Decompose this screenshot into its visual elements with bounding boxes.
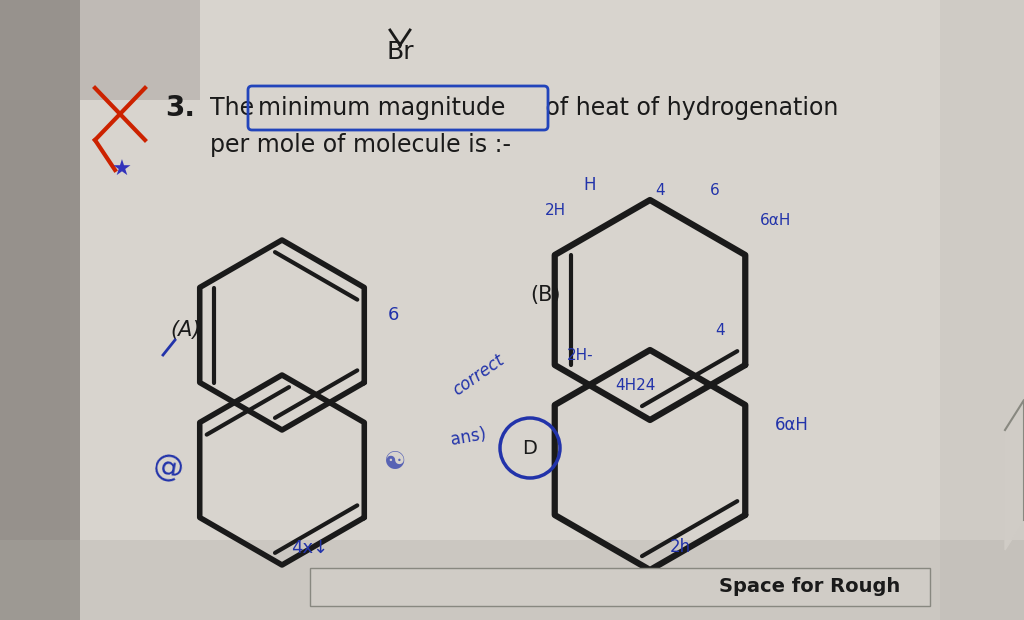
Bar [0, 0, 200, 100]
Bar [310, 568, 930, 606]
Text: 6αH: 6αH [760, 213, 792, 228]
Text: 6: 6 [388, 306, 399, 324]
Bar [0, 0, 80, 620]
Text: 2h: 2h [670, 538, 690, 556]
Text: correct: correct [449, 350, 507, 399]
Polygon shape [1005, 400, 1024, 550]
Text: Br: Br [386, 40, 414, 64]
Text: ★: ★ [112, 160, 132, 180]
Text: 4: 4 [655, 183, 665, 198]
Text: @: @ [151, 451, 185, 485]
Text: D: D [522, 438, 538, 458]
Text: ☯: ☯ [384, 450, 407, 474]
Text: of heat of hydrogenation: of heat of hydrogenation [538, 96, 839, 120]
Text: (B): (B) [530, 285, 560, 305]
Text: 6αH: 6αH [775, 416, 809, 434]
Text: 4x↓: 4x↓ [292, 539, 329, 557]
Bar [0, 540, 1024, 620]
Text: The: The [210, 96, 261, 120]
Text: 2H: 2H [545, 203, 565, 218]
Text: (A): (A) [170, 320, 201, 340]
Bar [940, 0, 1024, 620]
Text: H: H [584, 176, 596, 194]
Text: per mole of molecule is :-: per mole of molecule is :- [210, 133, 511, 157]
Text: ans): ans) [449, 425, 487, 449]
Text: 2H-: 2H- [566, 348, 593, 363]
Text: 3.: 3. [165, 94, 195, 122]
Text: 6: 6 [710, 183, 720, 198]
Text: minimum magnitude: minimum magnitude [258, 96, 506, 120]
Text: 4: 4 [715, 323, 725, 338]
Text: 4H24: 4H24 [614, 378, 655, 393]
Text: Space for Rough: Space for Rough [719, 577, 900, 596]
